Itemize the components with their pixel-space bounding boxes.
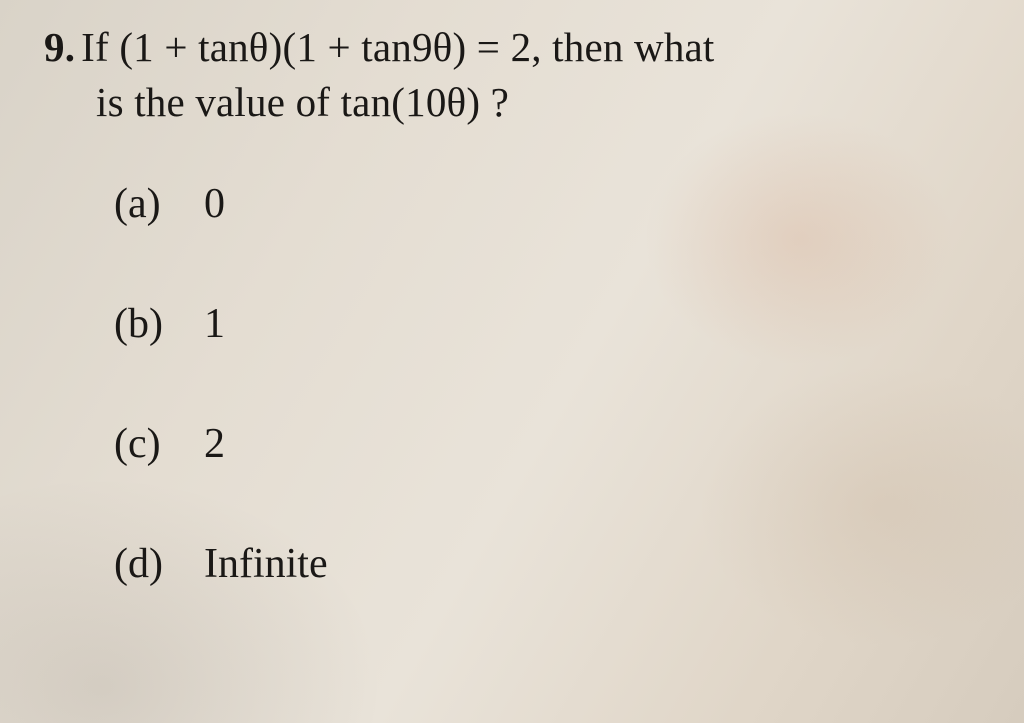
option-d: (d) Infinite <box>114 543 984 585</box>
question-line-1: 9.If (1 + tanθ)(1 + tan9θ) = 2, then wha… <box>44 20 984 75</box>
q-line2-prefix: is the value of <box>96 79 341 125</box>
option-value: 0 <box>204 183 984 225</box>
option-a: (a) 0 <box>114 183 984 225</box>
option-label: (a) <box>114 183 204 225</box>
q-line1-prefix: If <box>81 24 119 70</box>
option-label: (d) <box>114 543 204 585</box>
option-value: 1 <box>204 303 984 345</box>
option-label: (c) <box>114 423 204 465</box>
q-equation: (1 + tanθ)(1 + tan9θ) = 2 <box>119 24 531 70</box>
option-label: (b) <box>114 303 204 345</box>
question-line-2: is the value of tan(10θ) ? <box>44 75 984 130</box>
option-c: (c) 2 <box>114 423 984 465</box>
q-target: tan(10θ) <box>341 79 481 125</box>
question-block: 9.If (1 + tanθ)(1 + tan9θ) = 2, then wha… <box>0 0 1024 585</box>
question-number: 9. <box>44 24 75 70</box>
options-list: (a) 0 (b) 1 (c) 2 (d) Infinite <box>44 183 984 585</box>
option-value: 2 <box>204 423 984 465</box>
q-line1-suffix: , then what <box>531 24 714 70</box>
q-line2-suffix: ? <box>480 79 509 125</box>
option-b: (b) 1 <box>114 303 984 345</box>
option-value: Infinite <box>204 543 984 585</box>
